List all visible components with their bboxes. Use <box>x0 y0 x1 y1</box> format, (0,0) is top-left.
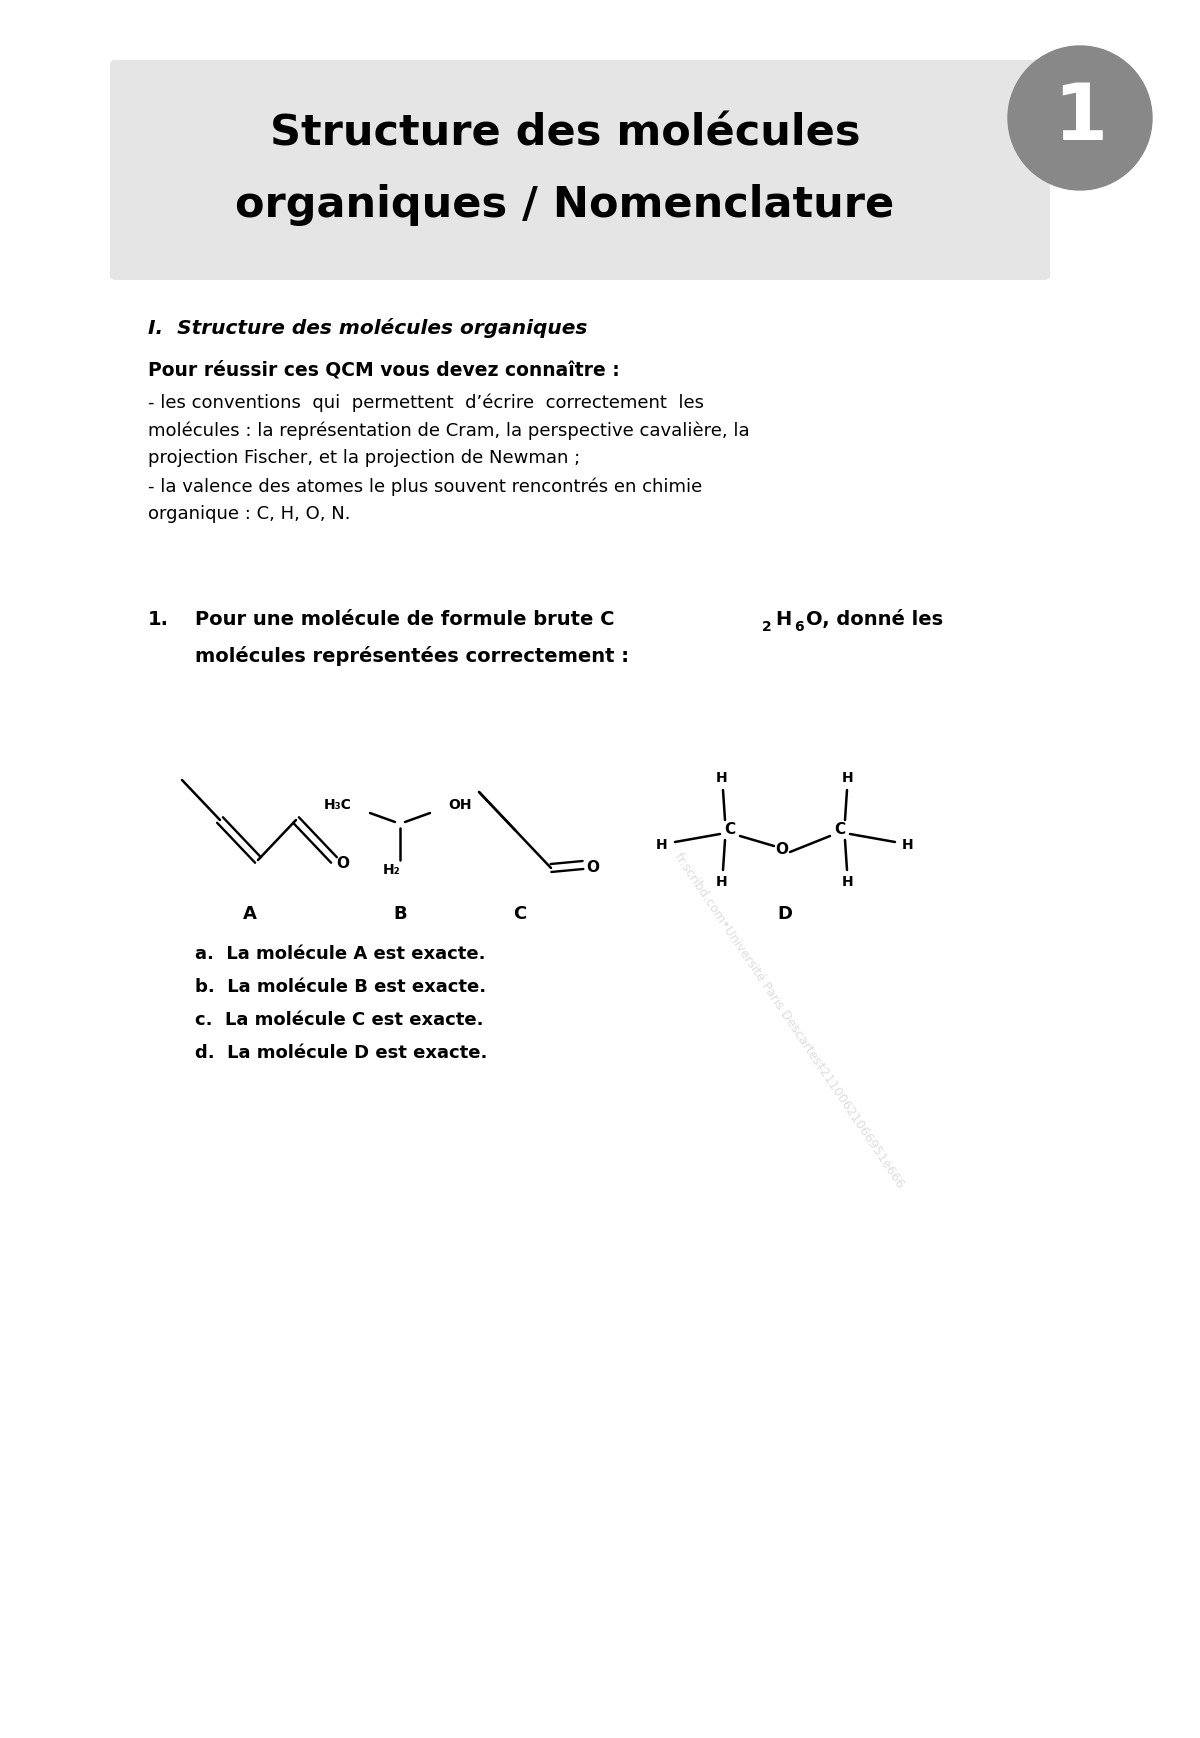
Text: c.  La molécule C est exacte.: c. La molécule C est exacte. <box>194 1012 484 1029</box>
Text: - la valence des atomes le plus souvent rencontrés en chimie: - la valence des atomes le plus souvent … <box>148 476 702 495</box>
Text: C: C <box>834 822 846 838</box>
Text: A: A <box>244 905 257 923</box>
Text: H: H <box>716 874 728 890</box>
Text: D: D <box>778 905 792 923</box>
Text: O, donné les: O, donné les <box>806 610 943 629</box>
Text: H: H <box>775 610 791 629</box>
Text: O: O <box>775 843 788 857</box>
Text: H: H <box>842 874 854 890</box>
Text: O: O <box>336 857 349 871</box>
Text: 1.: 1. <box>148 610 169 629</box>
Text: Pour réussir ces QCM vous devez connaître :: Pour réussir ces QCM vous devez connaîtr… <box>148 360 619 379</box>
Text: fr.scribd.com•Université Paris Descartes‡21100621066951é666: fr.scribd.com•Université Paris Descartes… <box>672 850 907 1191</box>
Text: H₂: H₂ <box>383 864 401 878</box>
Text: H: H <box>716 772 728 786</box>
Text: I.  Structure des molécules organiques: I. Structure des molécules organiques <box>148 318 587 337</box>
Text: - les conventions  qui  permettent  d’écrire  correctement  les: - les conventions qui permettent d’écrir… <box>148 393 704 412</box>
Text: a.  La molécule A est exacte.: a. La molécule A est exacte. <box>194 945 486 963</box>
Text: molécules représentées correctement :: molécules représentées correctement : <box>194 647 629 666</box>
Text: H₃C: H₃C <box>324 798 352 812</box>
Text: 1: 1 <box>1052 80 1108 156</box>
Circle shape <box>1008 45 1152 189</box>
Text: H: H <box>902 838 914 852</box>
Text: H: H <box>656 838 668 852</box>
Text: organique : C, H, O, N.: organique : C, H, O, N. <box>148 506 350 523</box>
Text: B: B <box>394 905 407 923</box>
Text: C: C <box>514 905 527 923</box>
Text: H: H <box>842 772 854 786</box>
Text: molécules : la représentation de Cram, la perspective cavalière, la: molécules : la représentation de Cram, l… <box>148 421 750 440</box>
Text: b.  La molécule B est exacte.: b. La molécule B est exacte. <box>194 978 486 996</box>
Text: C: C <box>725 822 736 838</box>
Text: 6: 6 <box>794 620 804 634</box>
Text: projection Fischer, et la projection de Newman ;: projection Fischer, et la projection de … <box>148 448 581 468</box>
FancyBboxPatch shape <box>110 61 1050 280</box>
Text: Pour une molécule de formule brute C: Pour une molécule de formule brute C <box>194 610 614 629</box>
Text: Structure des molécules: Structure des molécules <box>270 111 860 155</box>
Text: 2: 2 <box>762 620 772 634</box>
Text: d.  La molécule D est exacte.: d. La molécule D est exacte. <box>194 1045 487 1062</box>
Text: organiques / Nomenclature: organiques / Nomenclature <box>235 184 895 226</box>
Text: O: O <box>586 860 599 874</box>
Text: OH: OH <box>448 798 472 812</box>
